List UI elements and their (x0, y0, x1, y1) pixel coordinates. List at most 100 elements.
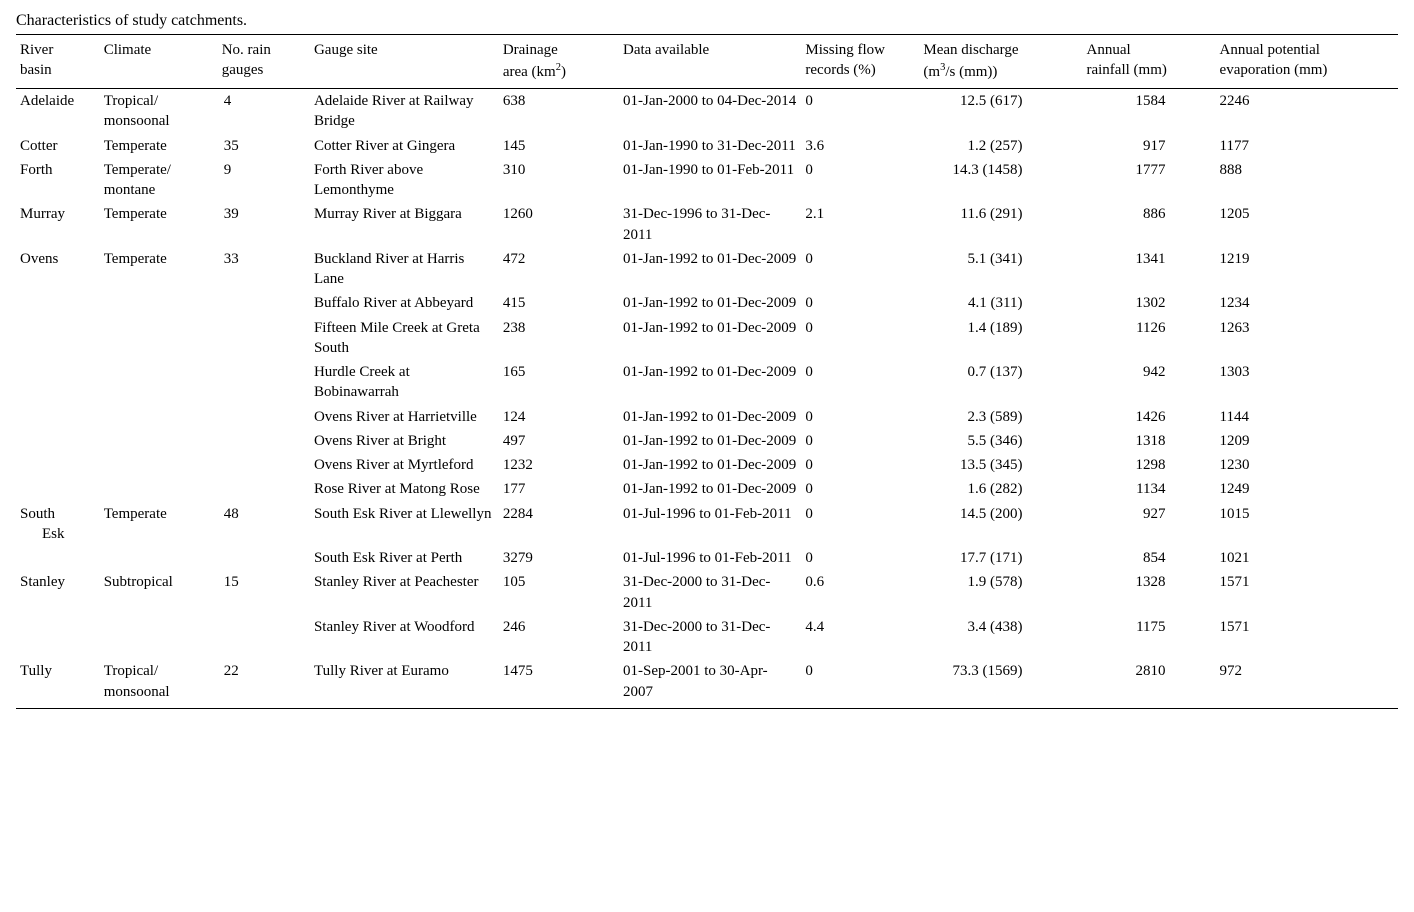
cell-climate: Temperate (100, 502, 218, 547)
cell-basin: Murray (16, 202, 100, 247)
cell-gauges: 39 (218, 202, 310, 247)
cell-basin: Adelaide (16, 89, 100, 134)
cell-gauges: 22 (218, 659, 310, 708)
cell-climate (100, 477, 218, 501)
cell-area: 1475 (499, 659, 619, 708)
cell-data: 01-Sep-2001 to 30-Apr-2007 (619, 659, 801, 708)
cell-rain: 1126 (1082, 316, 1215, 361)
cell-discharge: 14.5 (200) (919, 502, 1082, 547)
table-caption: Characteristics of study catchments. (16, 12, 1398, 30)
cell-evap: 1209 (1216, 429, 1398, 453)
col-site: Gauge site (310, 35, 499, 89)
cell-discharge: 12.5 (617) (919, 89, 1082, 134)
table-row: Ovens River at Harrietville12401-Jan-199… (16, 405, 1398, 429)
cell-site: Tully River at Euramo (310, 659, 499, 708)
cell-site: Ovens River at Bright (310, 429, 499, 453)
cell-rain: 1584 (1082, 89, 1215, 134)
cell-climate: Temperate (100, 247, 218, 292)
cell-rain: 942 (1082, 360, 1215, 405)
cell-evap: 1303 (1216, 360, 1398, 405)
cell-discharge: 73.3 (1569) (919, 659, 1082, 708)
table-row: CotterTemperate35Cotter River at Gingera… (16, 134, 1398, 158)
cell-basin: Cotter (16, 134, 100, 158)
cell-discharge: 1.4 (189) (919, 316, 1082, 361)
cell-area: 472 (499, 247, 619, 292)
cell-rain: 1134 (1082, 477, 1215, 501)
cell-gauges (218, 360, 310, 405)
cell-evap: 1263 (1216, 316, 1398, 361)
cell-basin (16, 316, 100, 361)
table-row: OvensTemperate33Buckland River at Harris… (16, 247, 1398, 292)
cell-climate: Tropical/ monsoonal (100, 89, 218, 134)
cell-site: South Esk River at Perth (310, 546, 499, 570)
cell-rain: 1426 (1082, 405, 1215, 429)
cell-data: 01-Jan-1992 to 01-Dec-2009 (619, 360, 801, 405)
col-disch: Mean discharge(m3/s (mm)) (919, 35, 1082, 89)
cell-data: 01-Jan-1992 to 01-Dec-2009 (619, 405, 801, 429)
cell-gauges: 15 (218, 570, 310, 615)
cell-evap: 1177 (1216, 134, 1398, 158)
cell-missing: 0 (801, 429, 919, 453)
cell-area: 238 (499, 316, 619, 361)
cell-evap: 972 (1216, 659, 1398, 708)
cell-rain: 917 (1082, 134, 1215, 158)
cell-evap: 888 (1216, 158, 1398, 203)
col-basin: Riverbasin (16, 35, 100, 89)
cell-area: 1232 (499, 453, 619, 477)
cell-rain: 1302 (1082, 291, 1215, 315)
col-evap: Annual potentialevaporation (mm) (1216, 35, 1398, 89)
cell-area: 165 (499, 360, 619, 405)
cell-gauges (218, 291, 310, 315)
cell-evap: 1144 (1216, 405, 1398, 429)
cell-missing: 4.4 (801, 615, 919, 660)
cell-data: 31-Dec-2000 to 31-Dec-2011 (619, 570, 801, 615)
cell-evap: 1021 (1216, 546, 1398, 570)
cell-rain: 1298 (1082, 453, 1215, 477)
table-row: Ovens River at Bright49701-Jan-1992 to 0… (16, 429, 1398, 453)
cell-area: 145 (499, 134, 619, 158)
cell-area: 2284 (499, 502, 619, 547)
cell-climate (100, 291, 218, 315)
col-climate: Climate (100, 35, 218, 89)
cell-basin: Stanley (16, 570, 100, 615)
cell-site: Fifteen Mile Creek at Greta South (310, 316, 499, 361)
cell-data: 01-Jul-1996 to 01-Feb-2011 (619, 546, 801, 570)
cell-rain: 927 (1082, 502, 1215, 547)
cell-data: 01-Jan-1992 to 01-Dec-2009 (619, 247, 801, 292)
cell-data: 01-Jan-1992 to 01-Dec-2009 (619, 316, 801, 361)
cell-missing: 0 (801, 546, 919, 570)
cell-discharge: 13.5 (345) (919, 453, 1082, 477)
col-area: Drainagearea (km2) (499, 35, 619, 89)
cell-area: 1260 (499, 202, 619, 247)
cell-missing: 0 (801, 247, 919, 292)
cell-site: Stanley River at Peachester (310, 570, 499, 615)
header-row: Riverbasin Climate No. raingauges Gauge … (16, 35, 1398, 89)
cell-discharge: 5.1 (341) (919, 247, 1082, 292)
cell-missing: 0 (801, 453, 919, 477)
cell-missing: 0 (801, 502, 919, 547)
cell-gauges (218, 316, 310, 361)
table-body: AdelaideTropical/ monsoonal4Adelaide Riv… (16, 89, 1398, 709)
cell-evap: 1219 (1216, 247, 1398, 292)
table-row: MurrayTemperate39Murray River at Biggara… (16, 202, 1398, 247)
cell-missing: 3.6 (801, 134, 919, 158)
cell-area: 246 (499, 615, 619, 660)
cell-missing: 0 (801, 360, 919, 405)
cell-site: Buffalo River at Abbeyard (310, 291, 499, 315)
cell-climate (100, 405, 218, 429)
cell-climate: Temperate/ montane (100, 158, 218, 203)
cell-evap: 1015 (1216, 502, 1398, 547)
cell-data: 31-Dec-2000 to 31-Dec-2011 (619, 615, 801, 660)
cell-site: Adelaide River at Railway Bridge (310, 89, 499, 134)
cell-discharge: 3.4 (438) (919, 615, 1082, 660)
cell-climate (100, 316, 218, 361)
cell-data: 01-Jan-1992 to 01-Dec-2009 (619, 453, 801, 477)
cell-missing: 0 (801, 158, 919, 203)
cell-rain: 854 (1082, 546, 1215, 570)
cell-data: 01-Jul-1996 to 01-Feb-2011 (619, 502, 801, 547)
cell-rain: 1175 (1082, 615, 1215, 660)
cell-data: 01-Jan-1992 to 01-Dec-2009 (619, 477, 801, 501)
cell-climate: Subtropical (100, 570, 218, 615)
col-missing: Missing flowrecords (%) (801, 35, 919, 89)
cell-climate: Temperate (100, 202, 218, 247)
